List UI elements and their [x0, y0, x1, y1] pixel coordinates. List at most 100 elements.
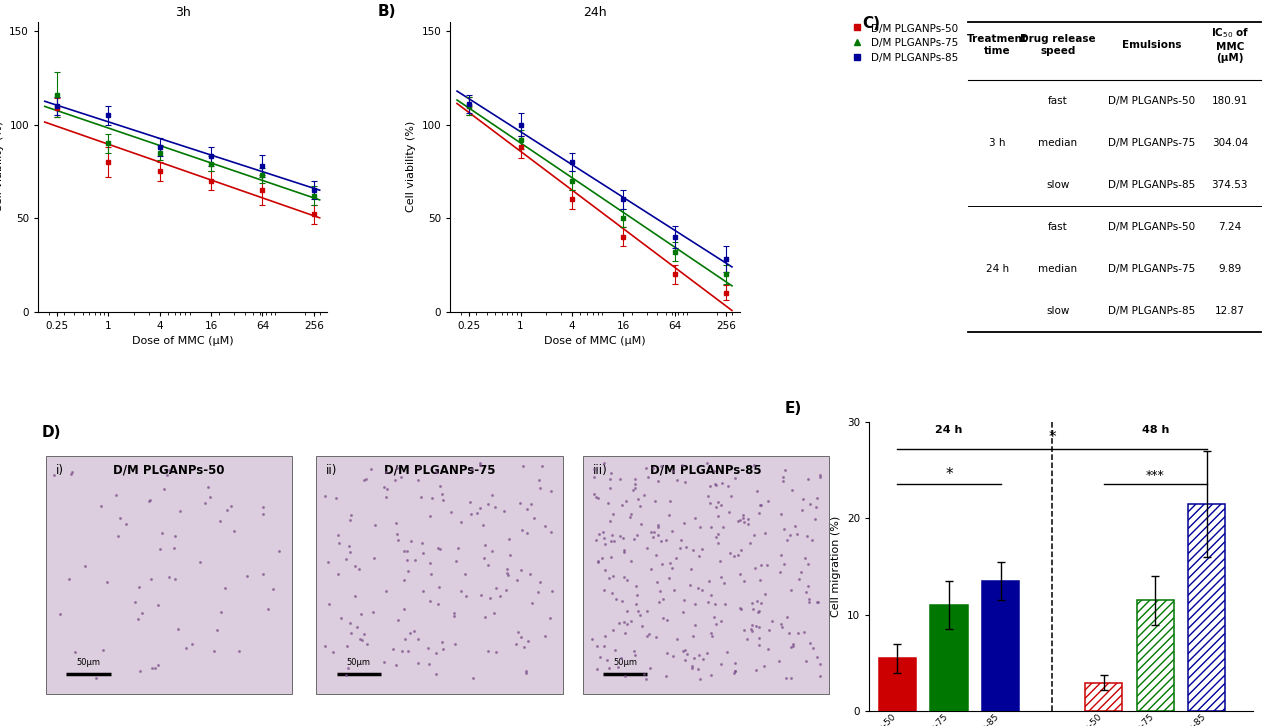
Point [432, 489, 452, 500]
Point [746, 562, 766, 574]
Point [373, 656, 394, 668]
Point [651, 535, 671, 547]
Point [517, 666, 537, 677]
Point [354, 474, 375, 486]
Point [461, 508, 481, 520]
Point [772, 471, 793, 483]
Point [470, 460, 490, 471]
Text: 374.53: 374.53 [1212, 180, 1248, 189]
Point [498, 563, 518, 574]
Point [613, 499, 633, 510]
Point [520, 568, 541, 580]
Point [786, 528, 806, 539]
Point [776, 672, 796, 684]
Point [160, 464, 180, 476]
Text: *: * [946, 467, 953, 481]
Point [647, 576, 667, 588]
Point [168, 623, 189, 635]
Point [456, 590, 476, 602]
Point [411, 537, 432, 549]
Point [408, 474, 428, 486]
Point [479, 645, 499, 657]
Point [609, 617, 629, 629]
Point [125, 596, 146, 608]
Point [357, 638, 377, 650]
Point [341, 509, 361, 521]
Point [420, 510, 441, 522]
Point [216, 505, 237, 516]
Text: 180.91: 180.91 [1212, 96, 1248, 106]
Point [711, 658, 732, 669]
Point [689, 550, 709, 561]
Point [75, 560, 95, 572]
Title: 3h: 3h [175, 7, 191, 19]
Point [444, 608, 465, 619]
Point [587, 640, 608, 652]
Point [139, 495, 160, 507]
Point [394, 574, 414, 586]
Point [594, 526, 614, 538]
Point [600, 473, 620, 485]
Point [774, 523, 794, 535]
Point [737, 634, 757, 645]
Point [148, 658, 168, 670]
Point [532, 460, 552, 472]
Point [589, 555, 609, 567]
Text: 9.89: 9.89 [1218, 264, 1242, 274]
Point [344, 560, 365, 571]
Point [604, 535, 624, 547]
Text: B): B) [379, 4, 396, 20]
Bar [1085, 682, 1122, 711]
Point [642, 563, 662, 575]
Point [625, 581, 646, 592]
Point [700, 669, 720, 680]
Point [646, 550, 666, 561]
Point [268, 545, 289, 557]
Point [352, 635, 372, 646]
Point [210, 607, 230, 619]
Point [376, 491, 396, 502]
Point [601, 535, 622, 547]
Point [624, 478, 644, 489]
Point [460, 497, 480, 508]
Point [398, 554, 418, 566]
Point [400, 627, 420, 639]
Point [706, 479, 727, 491]
Point [44, 469, 65, 481]
Point [738, 513, 758, 524]
Text: 3 h: 3 h [989, 138, 1005, 148]
Point [197, 481, 218, 492]
FancyBboxPatch shape [582, 457, 829, 694]
Point [755, 527, 775, 539]
Point [323, 646, 343, 658]
Point [749, 621, 770, 632]
Point [746, 664, 766, 676]
Point [142, 661, 162, 673]
Point [747, 486, 767, 497]
Point [599, 571, 619, 583]
Point [204, 645, 224, 656]
Point [522, 597, 542, 609]
Point [190, 556, 210, 568]
Point [705, 618, 725, 629]
Point [809, 472, 829, 484]
Point [632, 620, 652, 632]
Point [408, 657, 428, 669]
Point [258, 603, 279, 615]
Point [615, 670, 636, 682]
Point [149, 544, 170, 555]
Point [395, 633, 415, 645]
Point [409, 461, 429, 473]
Point [742, 619, 762, 631]
Point [229, 645, 249, 657]
Point [467, 507, 487, 518]
Point [152, 527, 172, 539]
Point [808, 596, 828, 608]
Point [651, 460, 671, 472]
Point [675, 476, 695, 488]
Point [667, 633, 687, 645]
Point [498, 569, 518, 581]
Point [628, 493, 648, 505]
Point [404, 625, 424, 637]
Point [648, 529, 668, 540]
